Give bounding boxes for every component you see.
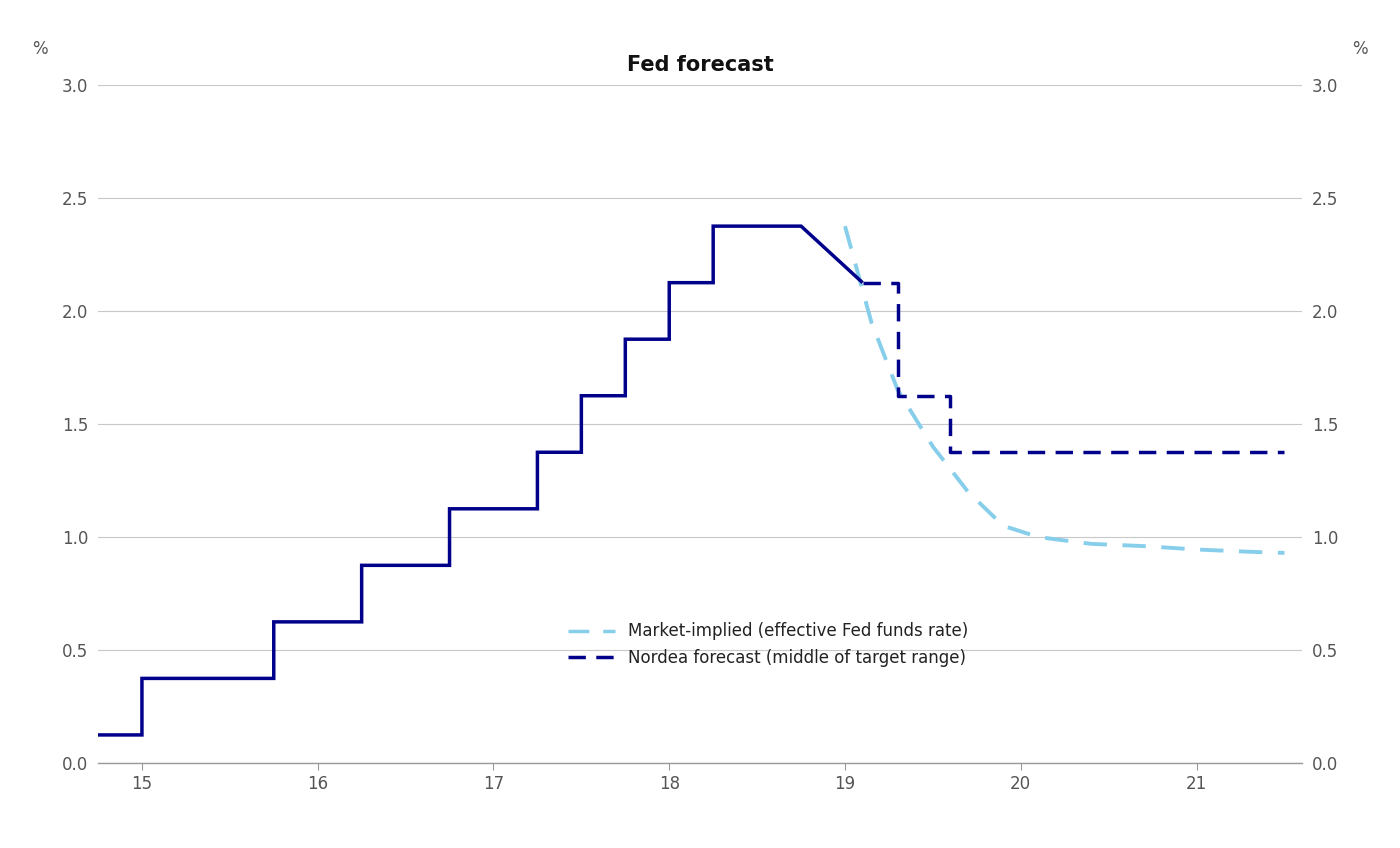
Text: %: %: [1352, 40, 1368, 58]
Title: Fed forecast: Fed forecast: [627, 55, 773, 75]
Legend: Market-implied (effective Fed funds rate), Nordea forecast (middle of target ran: Market-implied (effective Fed funds rate…: [568, 622, 969, 667]
Text: %: %: [32, 40, 48, 58]
